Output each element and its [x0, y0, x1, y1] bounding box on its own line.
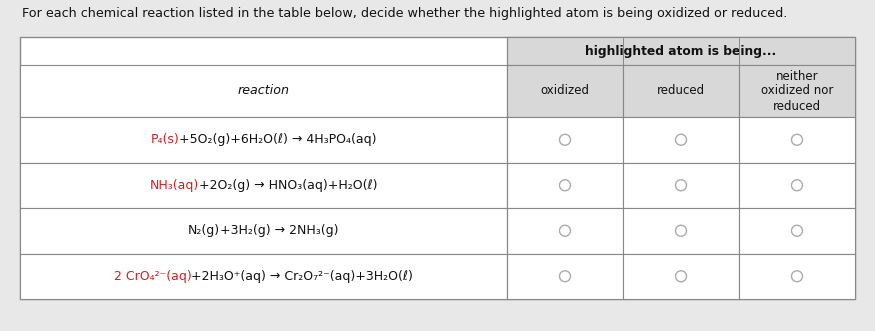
- Bar: [20, 208, 507, 254]
- Bar: [623, 65, 739, 117]
- Bar: [739, 117, 855, 163]
- Text: neither
oxidized nor
reduced: neither oxidized nor reduced: [761, 70, 833, 113]
- Text: highlighted atom is being...: highlighted atom is being...: [585, 44, 777, 58]
- Bar: [623, 208, 739, 254]
- Bar: [739, 208, 855, 254]
- Bar: [507, 117, 623, 163]
- Bar: [507, 163, 623, 208]
- Bar: [507, 37, 855, 65]
- Bar: [20, 65, 507, 117]
- Bar: [20, 37, 855, 299]
- Text: N₂(g): N₂(g): [188, 224, 220, 237]
- Text: +2O₂(g) → HNO₃(aq)+H₂O(ℓ): +2O₂(g) → HNO₃(aq)+H₂O(ℓ): [199, 179, 377, 192]
- Text: reaction: reaction: [237, 84, 290, 98]
- Bar: [739, 254, 855, 299]
- Bar: [507, 254, 623, 299]
- Text: P₄(s): P₄(s): [150, 133, 179, 146]
- Bar: [20, 163, 507, 208]
- Text: +3H₂(g) → 2NH₃(g): +3H₂(g) → 2NH₃(g): [220, 224, 339, 237]
- Bar: [623, 117, 739, 163]
- Text: oxidized: oxidized: [541, 84, 590, 98]
- Bar: [507, 208, 623, 254]
- Text: +2H₃O⁺(aq) → Cr₂O₇²⁻(aq)+3H₂O(ℓ): +2H₃O⁺(aq) → Cr₂O₇²⁻(aq)+3H₂O(ℓ): [192, 270, 413, 283]
- Bar: [623, 254, 739, 299]
- Bar: [623, 163, 739, 208]
- Bar: [739, 163, 855, 208]
- Text: +5O₂(g)+6H₂O(ℓ) → 4H₃PO₄(aq): +5O₂(g)+6H₂O(ℓ) → 4H₃PO₄(aq): [179, 133, 376, 146]
- Text: For each chemical reaction listed in the table below, decide whether the highlig: For each chemical reaction listed in the…: [22, 7, 788, 20]
- Bar: [20, 117, 507, 163]
- Bar: [739, 65, 855, 117]
- Bar: [507, 65, 623, 117]
- Text: reduced: reduced: [657, 84, 705, 98]
- Bar: [20, 254, 507, 299]
- Text: NH₃(aq): NH₃(aq): [150, 179, 199, 192]
- Text: 2 CrO₄²⁻(aq): 2 CrO₄²⁻(aq): [114, 270, 192, 283]
